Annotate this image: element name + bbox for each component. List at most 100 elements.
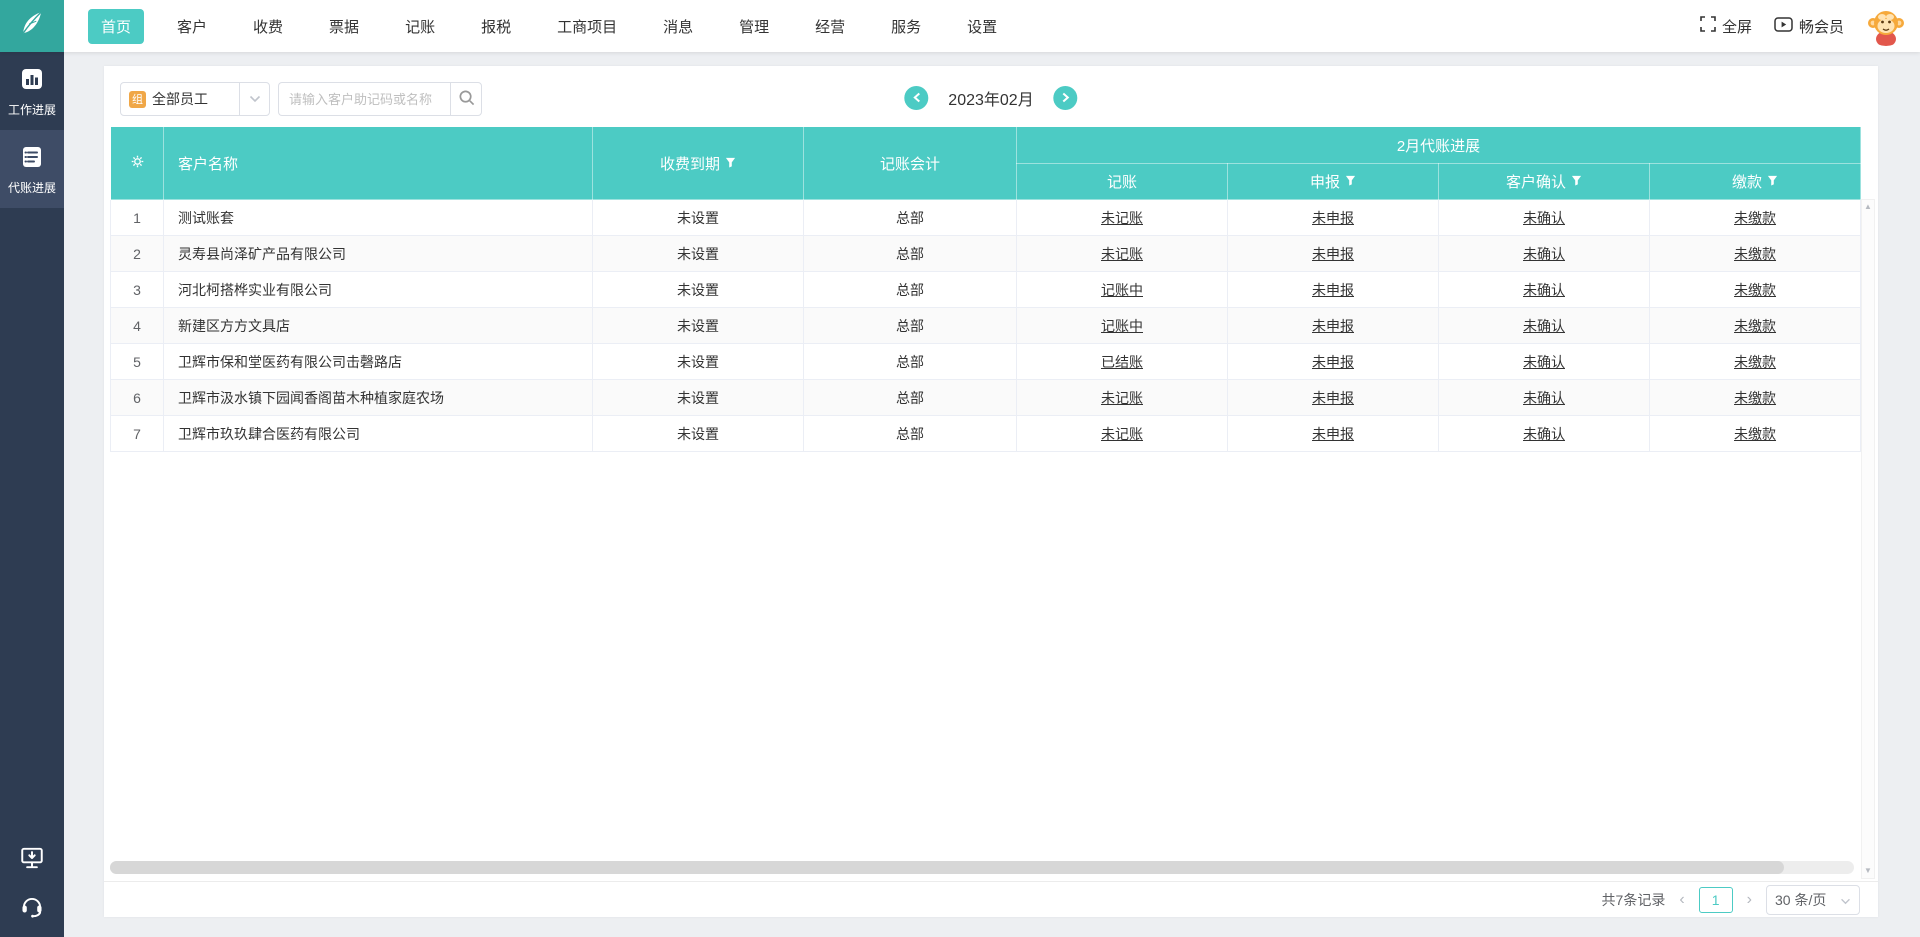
declare-status-link[interactable]: 未申报 [1312, 353, 1354, 370]
filter-funnel-icon[interactable] [725, 155, 736, 172]
confirm-status-link[interactable]: 未确认 [1523, 353, 1565, 370]
bookkeeping-status-link[interactable]: 未记账 [1101, 425, 1143, 442]
bookkeeping-status-link[interactable]: 未记账 [1101, 209, 1143, 226]
bookkeeping-cell: 未记账 [1016, 415, 1228, 452]
nav-tab-7[interactable]: 消息 [663, 18, 694, 36]
confirm-cell: 未确认 [1438, 271, 1650, 308]
vertical-scrollbar[interactable]: ▲ ▼ [1861, 199, 1875, 879]
play-video-icon [1774, 16, 1793, 36]
fullscreen-button[interactable]: 全屏 [1700, 16, 1752, 37]
nav-tab-0[interactable]: 首页 [88, 8, 145, 44]
payment-status-link[interactable]: 未缴款 [1734, 209, 1777, 226]
customer-name-cell: 测试账套 [163, 199, 593, 236]
gear-icon[interactable] [129, 155, 146, 174]
employee-filter-dropdown[interactable]: 组 全部员工 [120, 82, 270, 116]
chevron-right-icon [1061, 91, 1070, 106]
bookkeeping-cell: 未记账 [1016, 379, 1228, 416]
chevron-left-icon [912, 91, 921, 106]
customer-name-cell: 卫辉市玖玖肆合医药有限公司 [163, 415, 593, 452]
payment-status-link[interactable]: 未缴款 [1734, 389, 1777, 406]
nav-tab-2[interactable]: 收费 [253, 18, 284, 36]
nav-tab-1[interactable]: 客户 [177, 18, 208, 36]
member-label: 畅会员 [1798, 18, 1844, 36]
customer-name-cell: 新建区方方文具店 [163, 307, 593, 344]
declare-status-link[interactable]: 未申报 [1312, 209, 1354, 226]
prev-page-icon[interactable]: ‹ [1679, 890, 1685, 908]
customer-name-cell: 卫辉市汲水镇下园闻香阁苗木种植家庭农场 [163, 379, 593, 416]
payment-status-link[interactable]: 未缴款 [1734, 245, 1777, 262]
confirm-status-link[interactable]: 未确认 [1523, 245, 1565, 262]
table-row: 7 卫辉市玖玖肆合医药有限公司 未设置 总部 未记账 未申报 未确认 未缴款 [110, 415, 1862, 452]
declare-status-link[interactable]: 未申报 [1312, 389, 1354, 406]
scroll-down-icon[interactable]: ▼ [1864, 866, 1872, 875]
nav-tab-9[interactable]: 经营 [815, 18, 846, 36]
horizontal-scrollbar[interactable] [110, 861, 1854, 874]
table-body: 1 测试账套 未设置 总部 未记账 未申报 未确认 未缴款 2 灵寿县尚泽矿产品有限公司 未设置 总部… [110, 199, 1862, 452]
search-group [278, 82, 482, 116]
row-index-cell: 1 [110, 199, 164, 236]
table-row: 6 卫辉市汲水镇下园闻香阁苗木种植家庭农场 未设置 总部 未记账 未申报 未确认 未缴款 [110, 379, 1862, 416]
nav-tab-8[interactable]: 管理 [739, 18, 770, 36]
fee-due-cell: 未设置 [592, 379, 804, 416]
accountant-cell: 总部 [803, 307, 1017, 344]
nav-tab-6[interactable]: 工商项目 [557, 18, 618, 36]
search-button[interactable] [450, 82, 482, 116]
customer-name-cell: 卫辉市保和堂医药有限公司击磬路店 [163, 343, 593, 380]
declare-status-link[interactable]: 未申报 [1312, 245, 1354, 262]
bookkeeping-status-link[interactable]: 未记账 [1101, 389, 1143, 406]
declare-cell: 未申报 [1227, 235, 1439, 272]
payment-status-link[interactable]: 未缴款 [1734, 425, 1777, 442]
page-size-select[interactable]: 30 条/页 [1766, 884, 1860, 915]
prev-month-button[interactable] [904, 86, 929, 110]
next-month-button[interactable] [1053, 86, 1078, 110]
member-button[interactable]: 畅会员 [1774, 16, 1844, 37]
nav-tab-10[interactable]: 服务 [891, 18, 922, 36]
bookkeeping-status-link[interactable]: 未记账 [1101, 245, 1143, 262]
sidebar-item-agency-progress[interactable]: 代账进展 [0, 130, 64, 208]
confirm-status-link[interactable]: 未确认 [1523, 317, 1565, 334]
main-area: 组 全部员工 [64, 52, 1920, 937]
bookkeeping-cell: 未记账 [1016, 199, 1228, 236]
payment-status-link[interactable]: 未缴款 [1734, 281, 1777, 298]
filter-row: 组 全部员工 [120, 82, 482, 116]
nav-tab-4[interactable]: 记账 [405, 18, 436, 36]
column-settings-header [110, 126, 164, 200]
confirm-status-link[interactable]: 未确认 [1523, 425, 1565, 442]
confirm-cell: 未确认 [1438, 379, 1650, 416]
horizontal-scrollbar-thumb[interactable] [110, 861, 1785, 874]
total-records-label: 共7条记录 [1601, 891, 1666, 908]
payment-status-link[interactable]: 未缴款 [1734, 317, 1777, 334]
customer-service-icon[interactable] [19, 893, 45, 919]
header-bookkeeping: 记账 [1016, 163, 1228, 200]
user-avatar-monkey[interactable] [1866, 6, 1906, 46]
table-row: 4 新建区方方文具店 未设置 总部 记账中 未申报 未确认 未缴款 [110, 307, 1862, 344]
scroll-up-icon[interactable]: ▲ [1864, 202, 1872, 211]
filter-funnel-icon[interactable] [1767, 173, 1778, 190]
sidebar-item-work-progress[interactable]: 工作进展 [0, 52, 64, 130]
search-input[interactable] [278, 82, 450, 116]
confirm-status-link[interactable]: 未确认 [1523, 389, 1565, 406]
customer-name-cell: 河北柯搭桦实业有限公司 [163, 271, 593, 308]
client-download-icon[interactable] [19, 845, 45, 871]
bookkeeping-status-link[interactable]: 记账中 [1101, 317, 1143, 334]
confirm-cell: 未确认 [1438, 235, 1650, 272]
nav-tab-3[interactable]: 票据 [329, 18, 360, 36]
payment-cell: 未缴款 [1648, 307, 1862, 344]
nav-tab-5[interactable]: 报税 [481, 18, 512, 36]
page-number-input[interactable] [1698, 886, 1733, 913]
filter-funnel-icon[interactable] [1571, 173, 1582, 190]
next-page-icon[interactable]: › [1746, 890, 1752, 908]
declare-status-link[interactable]: 未申报 [1312, 317, 1354, 334]
bookkeeping-status-link[interactable]: 记账中 [1101, 281, 1143, 298]
filter-funnel-icon[interactable] [1345, 173, 1356, 190]
declare-status-link[interactable]: 未申报 [1312, 281, 1354, 298]
left-sidebar: 工作进展 代账进展 [0, 52, 64, 937]
bookkeeping-status-link[interactable]: 已结账 [1101, 353, 1143, 370]
declare-status-link[interactable]: 未申报 [1312, 425, 1354, 442]
confirm-cell: 未确认 [1438, 415, 1650, 452]
declare-cell: 未申报 [1227, 415, 1439, 452]
confirm-status-link[interactable]: 未确认 [1523, 281, 1565, 298]
confirm-status-link[interactable]: 未确认 [1523, 209, 1565, 226]
nav-tab-11[interactable]: 设置 [967, 18, 998, 36]
payment-status-link[interactable]: 未缴款 [1734, 353, 1777, 370]
